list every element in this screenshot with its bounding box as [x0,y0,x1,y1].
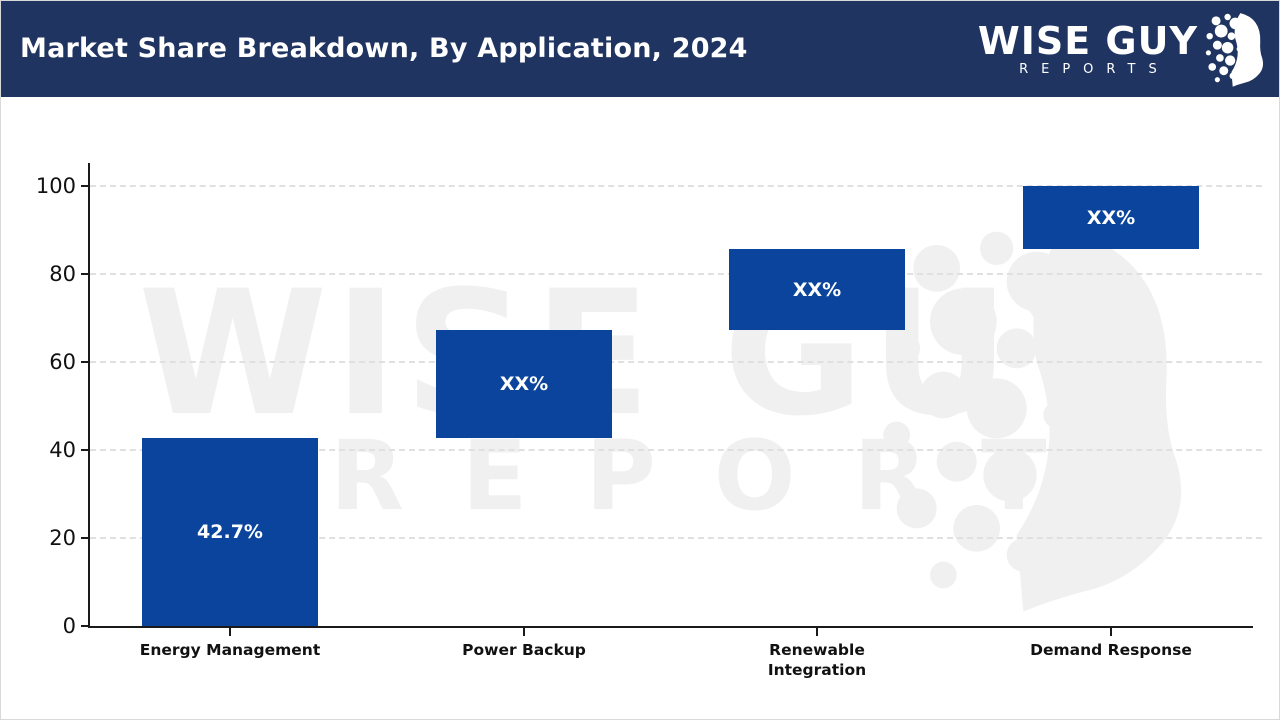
y-axis-line [88,163,90,628]
x-category-label: Demand Response [1030,641,1192,659]
y-tick-mark [81,625,89,627]
gridline [90,449,1262,451]
brand-logo-text: WISE GUY REPORTS [978,22,1198,76]
gridline [90,185,1262,187]
header-bar: Market Share Breakdown, By Application, … [0,0,1280,97]
bar-value-label: XX% [1086,206,1136,229]
y-tick-mark [81,449,89,451]
brand-logo-subtitle: REPORTS [1019,61,1170,77]
bar-power-backup: XX% [436,329,612,439]
y-tick-label: 40 [49,438,76,462]
brand-logo-wordmark: WISE GUY [977,18,1198,63]
y-tick-label: 60 [49,350,76,374]
x-tick-mark [816,628,818,636]
y-tick-label: 80 [49,262,76,286]
bar-value-label: XX% [499,372,549,395]
x-axis-line [88,626,1253,628]
y-tick-label: 100 [35,174,76,198]
x-tick-mark [229,628,231,636]
gridline [90,273,1262,275]
gridline [90,361,1262,363]
gridline [90,537,1262,539]
y-tick-label: 20 [49,526,76,550]
bar-renewable-integration: XX% [729,249,905,330]
bar-demand-response: XX% [1023,186,1199,250]
x-tick-mark [1110,628,1112,636]
bar-energy-management: 42.7% [142,438,318,626]
brand-logo-face-icon [1205,12,1264,87]
watermark-face-dots-icon [883,228,1182,612]
x-category-label: Renewable Integration [767,641,867,679]
x-tick-mark [523,628,525,636]
y-tick-label: 0 [62,614,76,638]
x-category-label: Energy Management [139,641,321,659]
x-category-label: Power Backup [462,641,586,659]
page-title: Market Share Breakdown, By Application, … [20,33,748,64]
brand-logo: WISE GUY REPORTS [978,5,1280,93]
y-tick-mark [81,537,89,539]
bar-value-label: XX% [792,278,842,301]
y-tick-mark [81,273,89,275]
y-tick-mark [81,185,89,187]
bar-value-label: 42.7% [197,521,263,544]
y-tick-mark [81,361,89,363]
